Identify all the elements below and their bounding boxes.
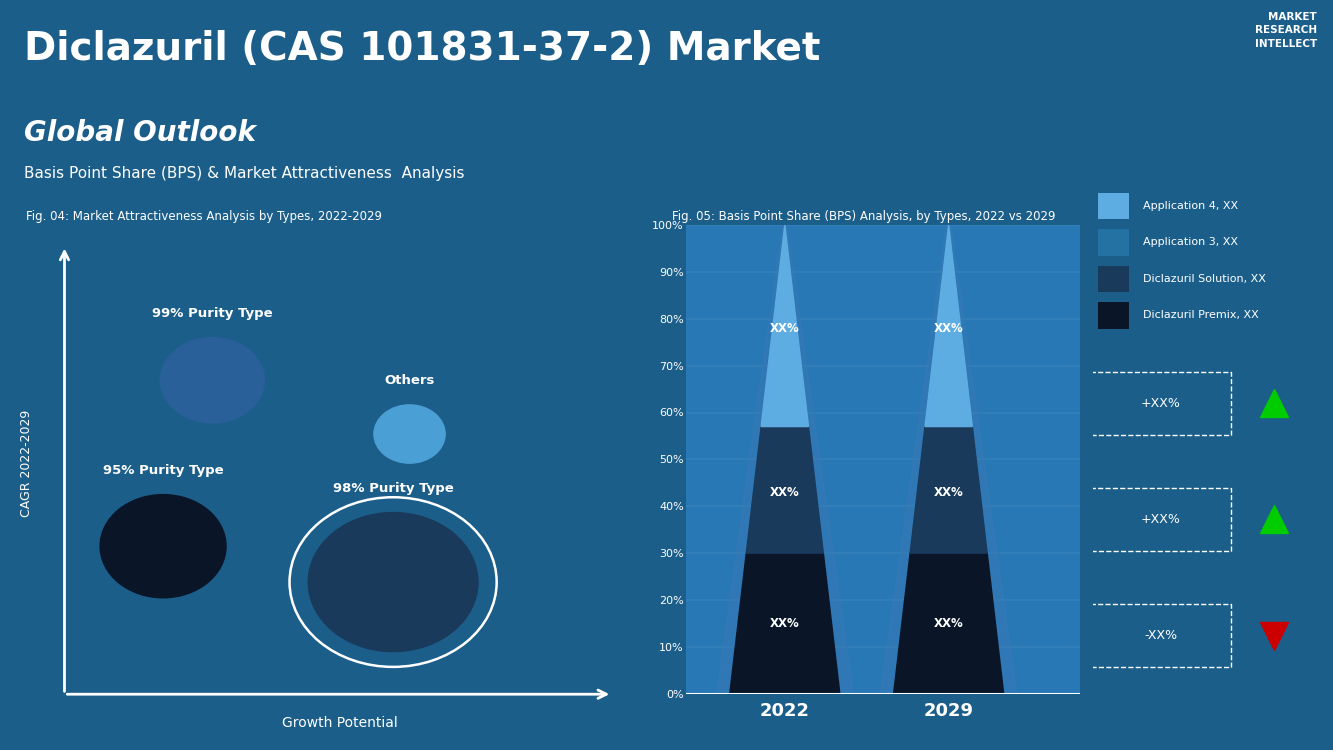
Text: XX%: XX% xyxy=(770,486,800,499)
Text: Diclazuril (CAS 101831-37-2) Market: Diclazuril (CAS 101831-37-2) Market xyxy=(24,29,820,68)
FancyBboxPatch shape xyxy=(1097,302,1129,328)
Text: Application 3, XX: Application 3, XX xyxy=(1142,237,1238,248)
Text: XX%: XX% xyxy=(934,322,964,334)
Circle shape xyxy=(375,405,445,464)
Circle shape xyxy=(160,338,264,423)
Polygon shape xyxy=(925,225,972,427)
Circle shape xyxy=(100,494,227,598)
Text: XX%: XX% xyxy=(770,322,800,334)
Polygon shape xyxy=(746,427,824,554)
Polygon shape xyxy=(729,554,840,694)
FancyBboxPatch shape xyxy=(1097,193,1129,219)
Text: 95% Purity Type: 95% Purity Type xyxy=(103,464,224,477)
Text: +XX%: +XX% xyxy=(1141,513,1181,526)
Text: CAGR 2022-2029: CAGR 2022-2029 xyxy=(20,410,33,517)
Polygon shape xyxy=(717,211,853,694)
Text: Basis Point Share (BPS) & Market Attractiveness  Analysis: Basis Point Share (BPS) & Market Attract… xyxy=(24,166,464,181)
Circle shape xyxy=(308,512,479,652)
Polygon shape xyxy=(893,554,1004,694)
Text: 99% Purity Type: 99% Purity Type xyxy=(152,307,273,320)
Text: Growth Potential: Growth Potential xyxy=(283,716,397,730)
Text: Others: Others xyxy=(384,374,435,387)
Polygon shape xyxy=(910,427,988,554)
Text: XX%: XX% xyxy=(934,486,964,499)
Text: Fig. 05: Basis Point Share (BPS) Analysis, by Types, 2022 vs 2029: Fig. 05: Basis Point Share (BPS) Analysi… xyxy=(673,210,1056,224)
FancyBboxPatch shape xyxy=(1097,266,1129,292)
FancyBboxPatch shape xyxy=(1097,230,1129,256)
Text: MARKET
RESEARCH
INTELLECT: MARKET RESEARCH INTELLECT xyxy=(1254,12,1317,49)
Text: Global Outlook: Global Outlook xyxy=(24,119,256,147)
Text: Fig. 04: Market Attractiveness Analysis by Types, 2022-2029: Fig. 04: Market Attractiveness Analysis … xyxy=(27,210,383,224)
Polygon shape xyxy=(881,211,1017,694)
Text: Application 4, XX: Application 4, XX xyxy=(1142,201,1238,211)
Text: XX%: XX% xyxy=(934,617,964,630)
Polygon shape xyxy=(761,225,809,427)
Text: Diclazuril Premix, XX: Diclazuril Premix, XX xyxy=(1142,310,1258,320)
Text: Diclazuril Solution, XX: Diclazuril Solution, XX xyxy=(1142,274,1266,284)
Text: -XX%: -XX% xyxy=(1145,629,1177,642)
Text: 98% Purity Type: 98% Purity Type xyxy=(333,482,453,494)
Text: XX%: XX% xyxy=(770,617,800,630)
Text: +XX%: +XX% xyxy=(1141,397,1181,410)
